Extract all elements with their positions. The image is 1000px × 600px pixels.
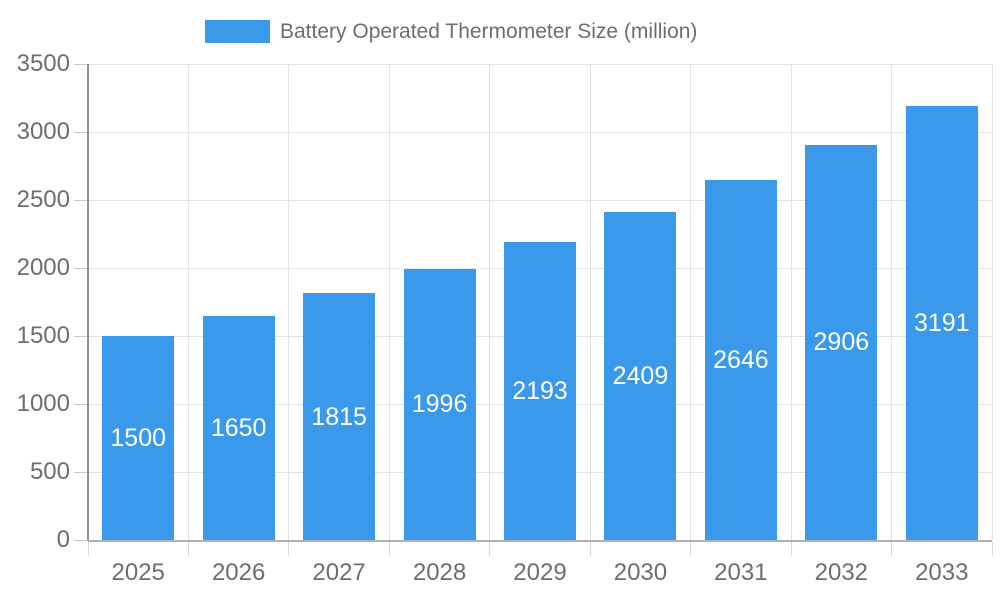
x-axis-tick xyxy=(187,542,189,556)
y-axis-tick xyxy=(74,336,88,337)
bar[interactable] xyxy=(303,293,376,540)
bar-value-label: 2906 xyxy=(813,328,870,357)
gridline-vertical xyxy=(589,64,591,540)
y-axis-tick xyxy=(74,540,88,541)
bar-value-label: 1500 xyxy=(110,424,167,452)
bar-value-label: 1996 xyxy=(411,390,468,419)
x-axis-tick xyxy=(388,542,390,556)
x-axis-tick xyxy=(991,542,993,556)
y-axis-tick xyxy=(74,268,88,269)
bar[interactable] xyxy=(805,144,878,540)
x-axis-label: 2029 xyxy=(513,559,567,586)
legend-label: Battery Operated Thermometer Size (milli… xyxy=(280,20,698,43)
y-axis-label: 1500 xyxy=(16,322,70,349)
gridline-vertical xyxy=(388,64,390,540)
y-axis-label: 0 xyxy=(56,526,70,553)
gridline-horizontal xyxy=(88,131,992,133)
bar-value-label: 2409 xyxy=(612,362,669,391)
bar[interactable] xyxy=(403,268,476,540)
bar[interactable] xyxy=(604,212,677,540)
x-axis-label: 2031 xyxy=(714,559,768,586)
x-axis-tick xyxy=(589,542,591,556)
x-axis-line xyxy=(88,540,992,542)
y-axis-tick xyxy=(74,404,88,405)
y-axis-label: 3000 xyxy=(16,118,70,145)
y-axis-label: 500 xyxy=(29,458,70,485)
bar-value-label: 2646 xyxy=(713,346,769,375)
gridline-vertical xyxy=(790,64,792,540)
bar-value-label: 3191 xyxy=(913,309,970,337)
x-axis-tick xyxy=(891,542,893,556)
x-axis-label: 2032 xyxy=(814,559,869,586)
y-axis-label: 3500 xyxy=(16,50,70,77)
legend-swatch xyxy=(205,20,270,43)
y-axis-label: 2000 xyxy=(16,254,70,281)
x-axis-tick xyxy=(690,542,692,556)
y-axis-tick xyxy=(74,132,88,133)
x-axis-label: 2026 xyxy=(211,559,266,586)
x-axis-label: 2025 xyxy=(111,559,165,586)
y-axis-label: 1000 xyxy=(16,390,70,417)
bar-value-label: 2193 xyxy=(512,376,568,405)
y-axis-tick xyxy=(74,472,88,473)
x-axis-tick xyxy=(489,542,491,556)
gridline-horizontal xyxy=(88,63,992,65)
x-axis-label: 2030 xyxy=(613,559,668,586)
y-axis-label: 2500 xyxy=(16,186,70,213)
gridline-vertical xyxy=(187,64,189,540)
gridline-vertical xyxy=(489,64,491,540)
x-axis-tick xyxy=(87,542,89,556)
gridline-vertical xyxy=(991,64,993,540)
bar-value-label: 1815 xyxy=(311,402,367,431)
y-axis-line xyxy=(87,64,89,540)
gridline-vertical xyxy=(288,64,290,540)
x-axis-tick xyxy=(288,542,290,556)
bar[interactable] xyxy=(905,106,978,540)
gridline-horizontal xyxy=(88,199,992,201)
x-axis-tick xyxy=(790,542,792,556)
gridline-vertical xyxy=(690,64,692,540)
bar[interactable] xyxy=(202,315,275,540)
gridline-vertical xyxy=(891,64,893,540)
x-axis-label: 2033 xyxy=(915,559,969,586)
legend-item[interactable]: Battery Operated Thermometer Size (milli… xyxy=(205,20,697,43)
bar[interactable] xyxy=(504,241,576,540)
bar[interactable] xyxy=(704,180,777,540)
x-axis-label: 2028 xyxy=(412,559,467,586)
bar[interactable] xyxy=(102,336,175,540)
x-axis-label: 2027 xyxy=(312,559,366,586)
y-axis-tick xyxy=(74,64,88,65)
bar-value-label: 1650 xyxy=(210,413,267,442)
y-axis-tick xyxy=(74,200,88,201)
